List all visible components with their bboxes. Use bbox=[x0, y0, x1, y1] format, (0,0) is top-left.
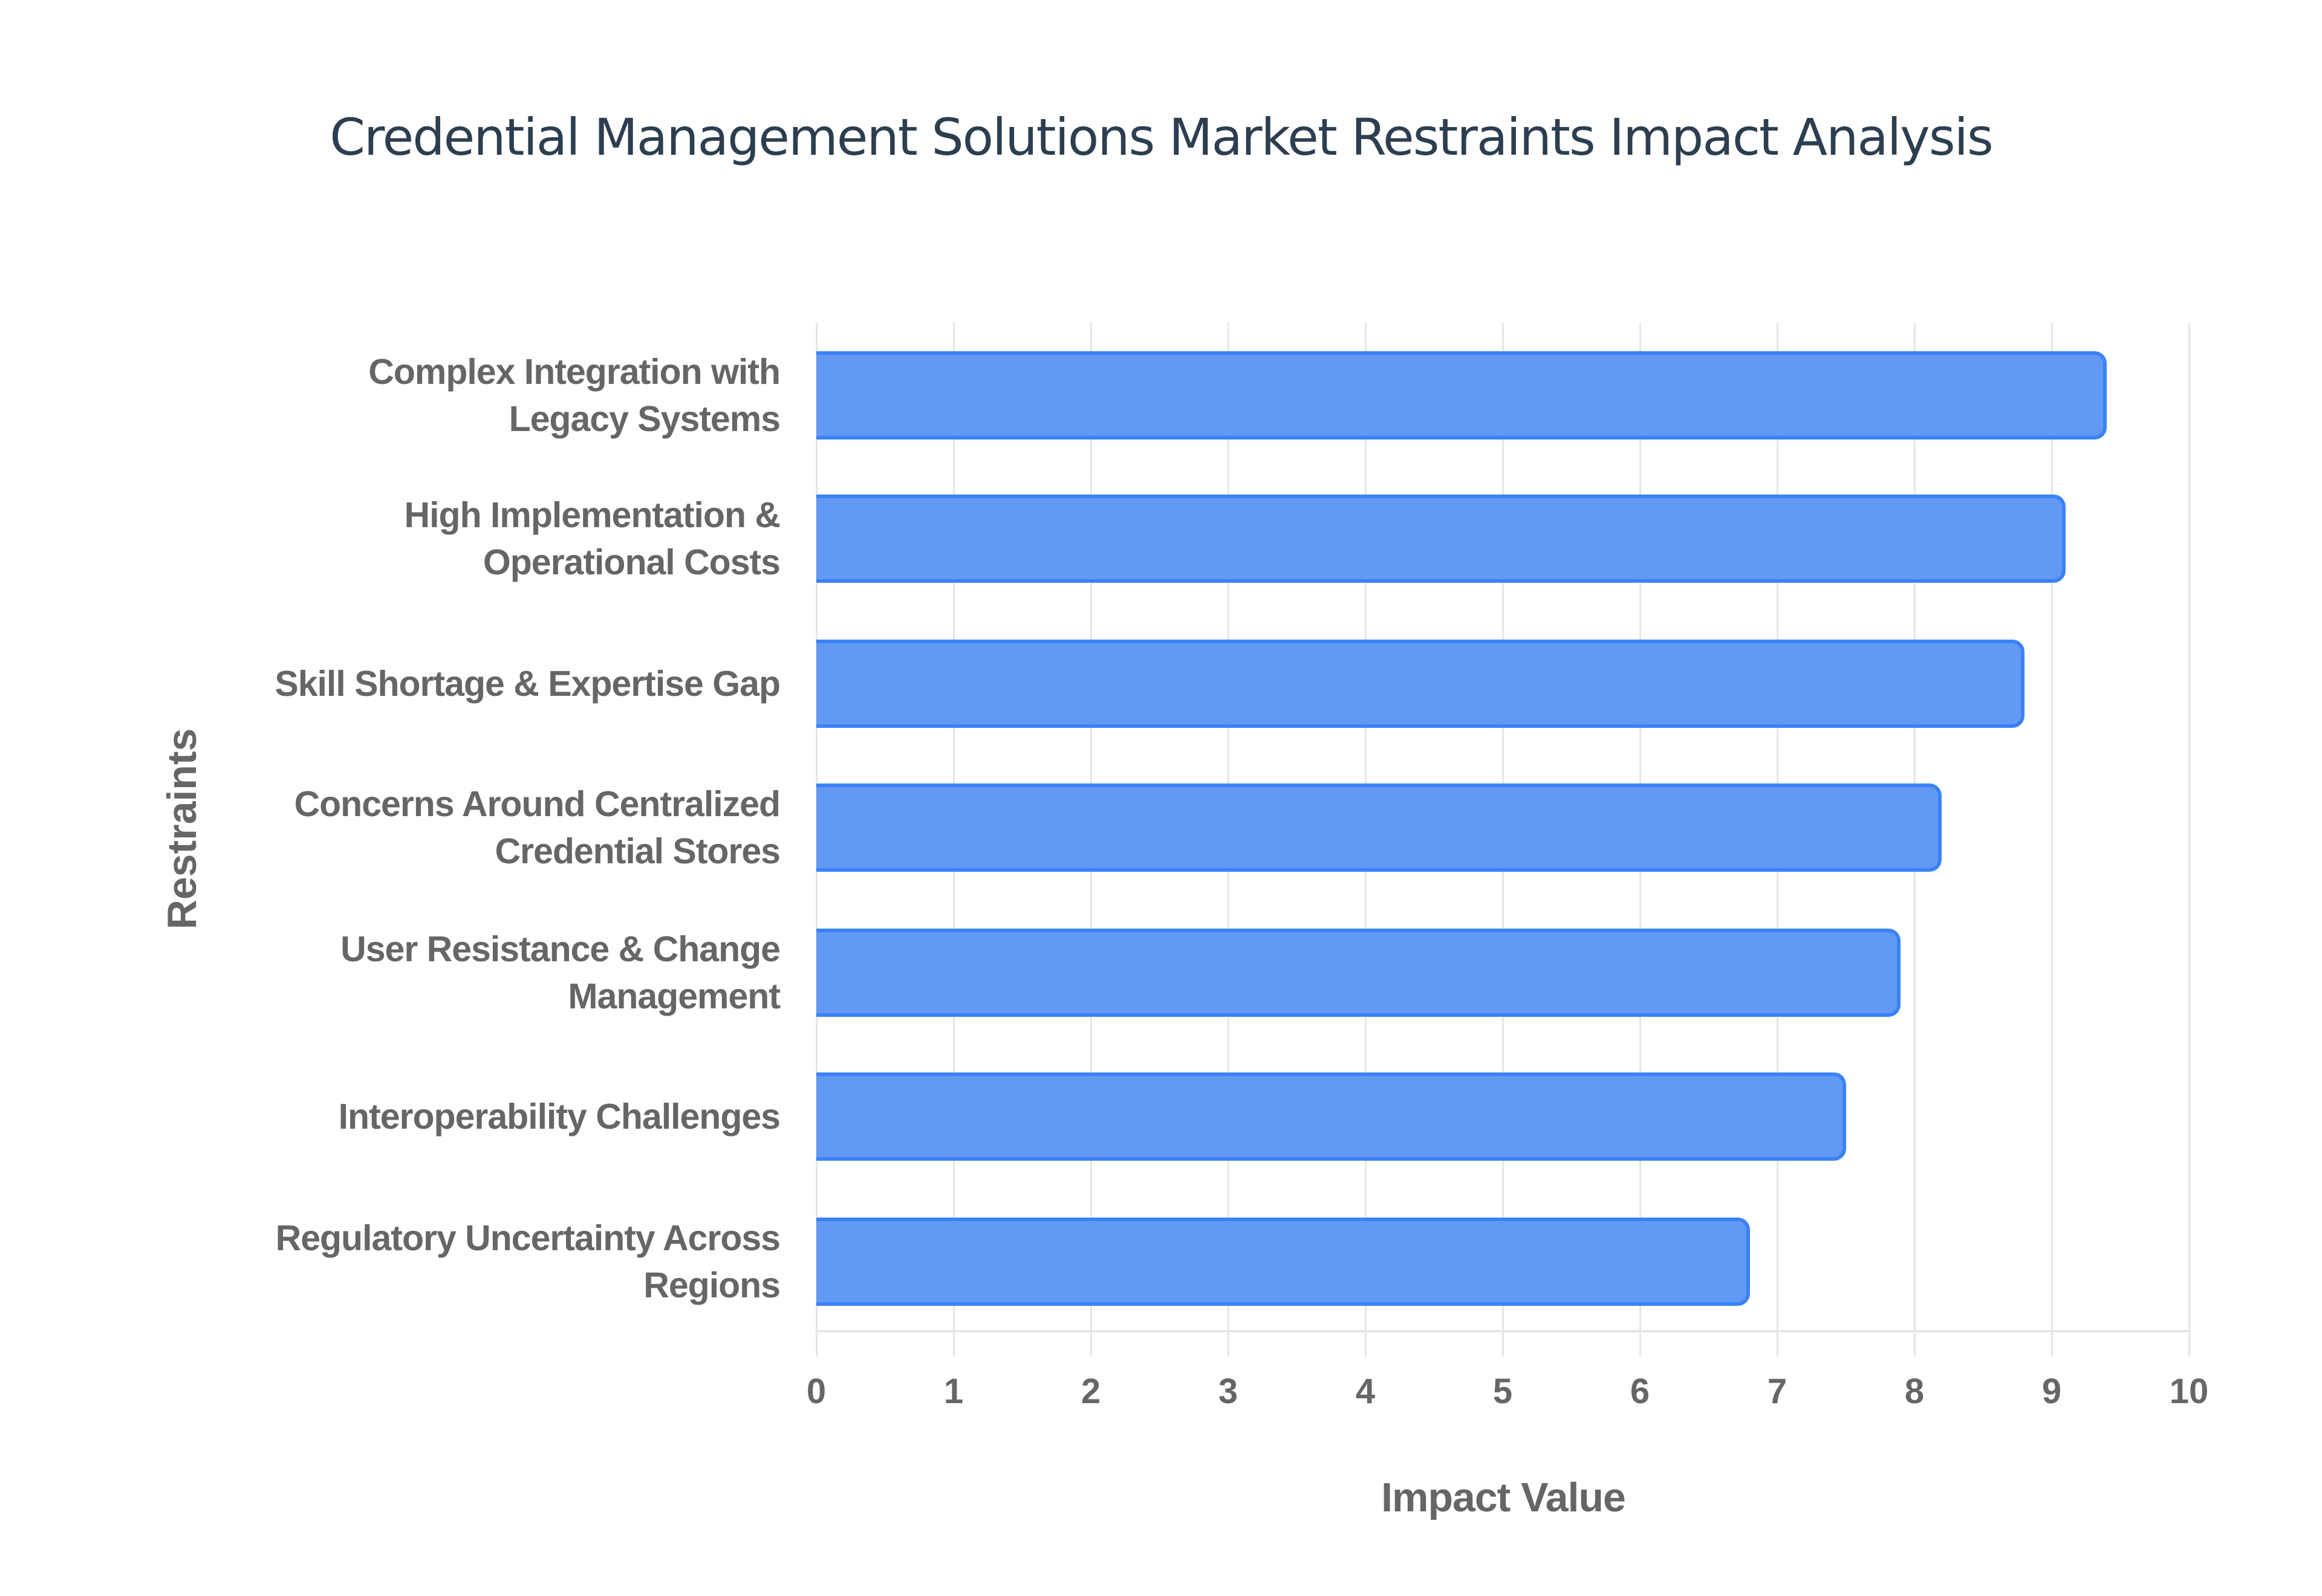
plot-area bbox=[815, 323, 2190, 1357]
bar[interactable] bbox=[816, 640, 2024, 728]
category-label: Complex Integration with Legacy Systems bbox=[175, 348, 781, 443]
x-tick-label: 6 bbox=[1630, 1372, 1650, 1411]
category-label: User Resistance & Change Management bbox=[175, 926, 781, 1020]
bar[interactable] bbox=[816, 351, 2107, 440]
category-label: Concerns Around Centralized Credential St… bbox=[175, 780, 781, 875]
category-label: Skill Shortage & Expertise Gap bbox=[175, 660, 781, 707]
category-label-line: Regulatory Uncertainty Across bbox=[275, 1218, 781, 1258]
category-label-line: Skill Shortage & Expertise Gap bbox=[275, 664, 781, 704]
category-label: Interoperability Challenges bbox=[175, 1093, 781, 1140]
category-label-line: Operational Costs bbox=[483, 542, 781, 582]
bar[interactable] bbox=[816, 783, 1942, 872]
bar[interactable] bbox=[816, 929, 1901, 1017]
x-tick-label: 1 bbox=[943, 1372, 964, 1411]
category-label-line: Regions bbox=[643, 1265, 781, 1305]
category-label-line: Credential Stores bbox=[495, 831, 781, 871]
category-label: High Implementation & Operational Costs bbox=[175, 491, 781, 586]
category-label-line: Interoperability Challenges bbox=[338, 1097, 781, 1137]
x-tick-label: 0 bbox=[806, 1372, 827, 1411]
x-tick-label: 2 bbox=[1081, 1372, 1101, 1411]
x-tick-label: 5 bbox=[1492, 1372, 1513, 1411]
chart-title: Credential Management Solutions Market R… bbox=[330, 108, 1993, 167]
x-tick-label: 10 bbox=[2169, 1372, 2209, 1411]
category-label-line: Concerns Around Centralized bbox=[294, 784, 781, 824]
x-tick-label: 3 bbox=[1218, 1372, 1238, 1411]
category-label-line: Management bbox=[568, 976, 781, 1016]
bar[interactable] bbox=[816, 1218, 1750, 1306]
x-tick-label: 7 bbox=[1767, 1372, 1787, 1411]
category-label-line: User Resistance & Change bbox=[340, 929, 781, 969]
x-tick-label: 8 bbox=[1904, 1372, 1925, 1411]
x-tick-label: 9 bbox=[2041, 1372, 2062, 1411]
bar[interactable] bbox=[816, 495, 2066, 583]
gridline bbox=[2188, 323, 2190, 1357]
gridline bbox=[2051, 323, 2053, 1357]
category-label-line: Legacy Systems bbox=[509, 399, 781, 439]
category-label-line: Complex Integration with bbox=[368, 352, 781, 392]
x-axis-title: Impact Value bbox=[1381, 1474, 1626, 1520]
category-label-line: High Implementation & bbox=[404, 495, 781, 535]
bar[interactable] bbox=[816, 1072, 1846, 1161]
category-label: Regulatory Uncertainty Across Regions bbox=[175, 1215, 781, 1309]
x-tick-label: 4 bbox=[1355, 1372, 1376, 1411]
